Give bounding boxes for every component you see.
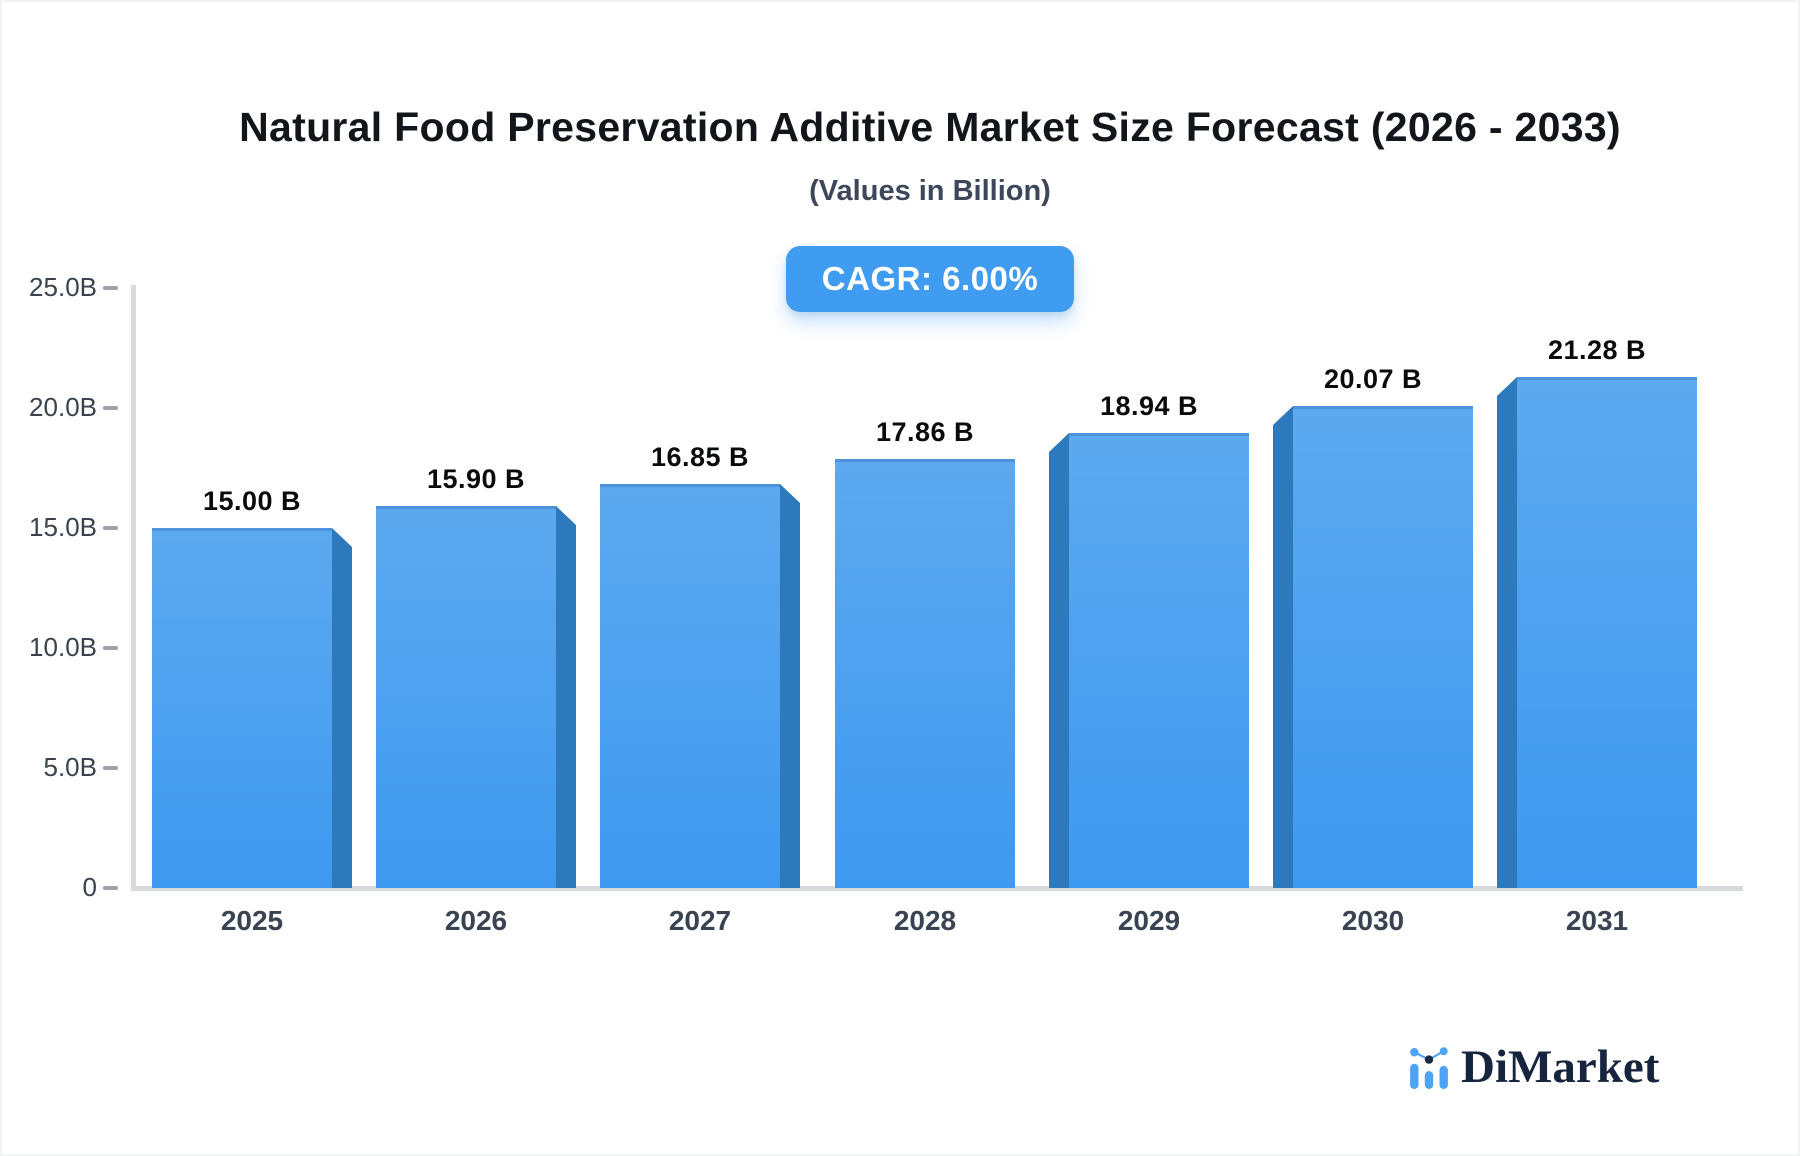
cagr-badge: CAGR: 6.00% bbox=[785, 246, 1075, 312]
bar-2027 bbox=[600, 484, 780, 888]
y-axis-tick-label: 25.0B bbox=[29, 272, 97, 302]
bar-3d-side-2027 bbox=[780, 484, 800, 888]
bar-2028 bbox=[835, 459, 1015, 888]
bar-2025 bbox=[152, 528, 332, 888]
y-axis-tick-label: 0 bbox=[82, 872, 97, 902]
bar-3d-side-2030 bbox=[1273, 406, 1293, 888]
y-axis-tick-mark bbox=[103, 286, 118, 290]
bar-3d-side-2025 bbox=[332, 528, 352, 888]
y-axis-tick-mark bbox=[103, 526, 118, 530]
y-axis-tick-mark bbox=[103, 406, 118, 410]
x-axis-label-2026: 2026 bbox=[444, 905, 508, 936]
y-axis-tick-mark bbox=[103, 646, 118, 650]
bar-2026 bbox=[376, 506, 556, 888]
x-axis-label-2028: 2028 bbox=[893, 905, 957, 936]
bar-2029 bbox=[1069, 433, 1249, 888]
bar-3d-side-2026 bbox=[556, 506, 576, 888]
bar-value-label: 15.00 B bbox=[202, 486, 302, 516]
logo-text: DiMarket bbox=[1461, 1041, 1660, 1093]
chart-title: Natural Food Preservation Additive Marke… bbox=[239, 104, 1621, 150]
bar-value-label: 18.94 B bbox=[1099, 391, 1199, 421]
dimarket-logo: DiMarket bbox=[1410, 1041, 1660, 1093]
bar-value-label: 21.28 B bbox=[1547, 335, 1647, 365]
chart-header: Natural Food Preservation Additive Marke… bbox=[62, 2, 1798, 312]
y-axis-line bbox=[131, 285, 136, 891]
bar-chart-logo-icon bbox=[1410, 1047, 1448, 1089]
bar-value-label: 20.07 B bbox=[1323, 364, 1423, 394]
bar-3d-side-2031 bbox=[1497, 377, 1517, 888]
bar-2031 bbox=[1517, 377, 1697, 888]
y-axis-tick-mark bbox=[103, 886, 118, 890]
x-axis-label-2030: 2030 bbox=[1341, 905, 1405, 936]
x-axis-label-2025: 2025 bbox=[220, 905, 284, 936]
y-axis-tick-label: 15.0B bbox=[29, 512, 97, 542]
y-axis-tick-label: 5.0B bbox=[43, 752, 98, 782]
x-axis-line bbox=[131, 886, 1743, 891]
y-axis-tick-mark bbox=[103, 766, 118, 770]
bar-value-label: 17.86 B bbox=[875, 417, 975, 447]
x-axis-label-2027: 2027 bbox=[668, 905, 732, 936]
bar-value-label: 15.90 B bbox=[426, 464, 526, 494]
bar-3d-side-2029 bbox=[1049, 433, 1069, 888]
y-axis-tick-label: 10.0B bbox=[29, 632, 97, 662]
x-axis-label-2031: 2031 bbox=[1565, 905, 1629, 936]
y-axis-tick-label: 20.0B bbox=[29, 392, 97, 422]
x-axis-label-2029: 2029 bbox=[1117, 905, 1181, 936]
chart-subtitle: (Values in Billion) bbox=[809, 175, 1051, 207]
bar-2030 bbox=[1293, 406, 1473, 888]
bar-value-label: 16.85 B bbox=[650, 442, 750, 472]
